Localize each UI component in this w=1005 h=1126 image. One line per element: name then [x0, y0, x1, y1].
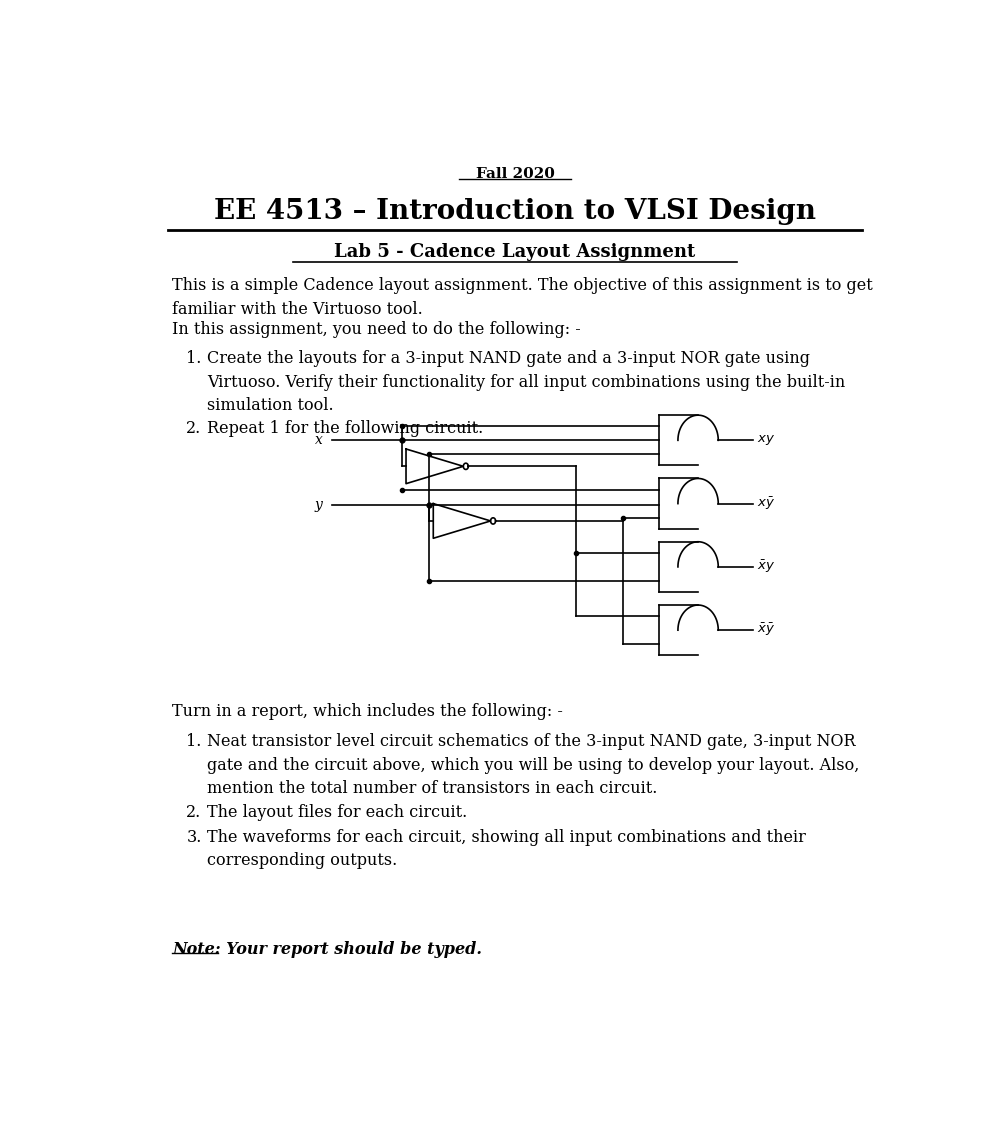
Text: y: y: [315, 499, 323, 512]
Text: In this assignment, you need to do the following: -: In this assignment, you need to do the f…: [173, 321, 581, 338]
Text: Note: Your report should be typed.: Note: Your report should be typed.: [173, 941, 482, 958]
Text: Lab 5 - Cadence Layout Assignment: Lab 5 - Cadence Layout Assignment: [335, 243, 695, 261]
Text: familiar with the Virtuoso tool.: familiar with the Virtuoso tool.: [173, 301, 423, 318]
Text: Turn in a report, which includes the following: -: Turn in a report, which includes the fol…: [173, 703, 563, 720]
Text: 1.: 1.: [186, 350, 202, 367]
Text: This is a simple Cadence layout assignment. The objective of this assignment is : This is a simple Cadence layout assignme…: [173, 277, 873, 294]
Text: $\bar{x}\bar{y}$: $\bar{x}\bar{y}$: [757, 622, 776, 638]
Text: 2.: 2.: [186, 804, 202, 822]
Text: $xy$: $xy$: [757, 434, 776, 447]
Text: mention the total number of transistors in each circuit.: mention the total number of transistors …: [207, 780, 658, 797]
Text: Create the layouts for a 3-input NAND gate and a 3-input NOR gate using: Create the layouts for a 3-input NAND ga…: [207, 350, 810, 367]
Text: Fall 2020: Fall 2020: [475, 167, 555, 181]
Text: gate and the circuit above, which you will be using to develop your layout. Also: gate and the circuit above, which you wi…: [207, 757, 860, 774]
Text: simulation tool.: simulation tool.: [207, 397, 334, 414]
Text: $x\bar{y}$: $x\bar{y}$: [757, 495, 776, 512]
Text: EE 4513 – Introduction to VLSI Design: EE 4513 – Introduction to VLSI Design: [214, 197, 816, 224]
Text: corresponding outputs.: corresponding outputs.: [207, 852, 398, 869]
Text: Repeat 1 for the following circuit.: Repeat 1 for the following circuit.: [207, 420, 483, 437]
Text: 3.: 3.: [186, 829, 202, 846]
Text: Neat transistor level circuit schematics of the 3-input NAND gate, 3-input NOR: Neat transistor level circuit schematics…: [207, 733, 856, 750]
Text: The waveforms for each circuit, showing all input combinations and their: The waveforms for each circuit, showing …: [207, 829, 806, 846]
Text: 2.: 2.: [186, 420, 202, 437]
Text: $\bar{x}y$: $\bar{x}y$: [757, 558, 776, 575]
Text: 1.: 1.: [186, 733, 202, 750]
Text: The layout files for each circuit.: The layout files for each circuit.: [207, 804, 467, 822]
Text: x: x: [315, 434, 323, 447]
Text: Virtuoso. Verify their functionality for all input combinations using the built-: Virtuoso. Verify their functionality for…: [207, 374, 845, 391]
